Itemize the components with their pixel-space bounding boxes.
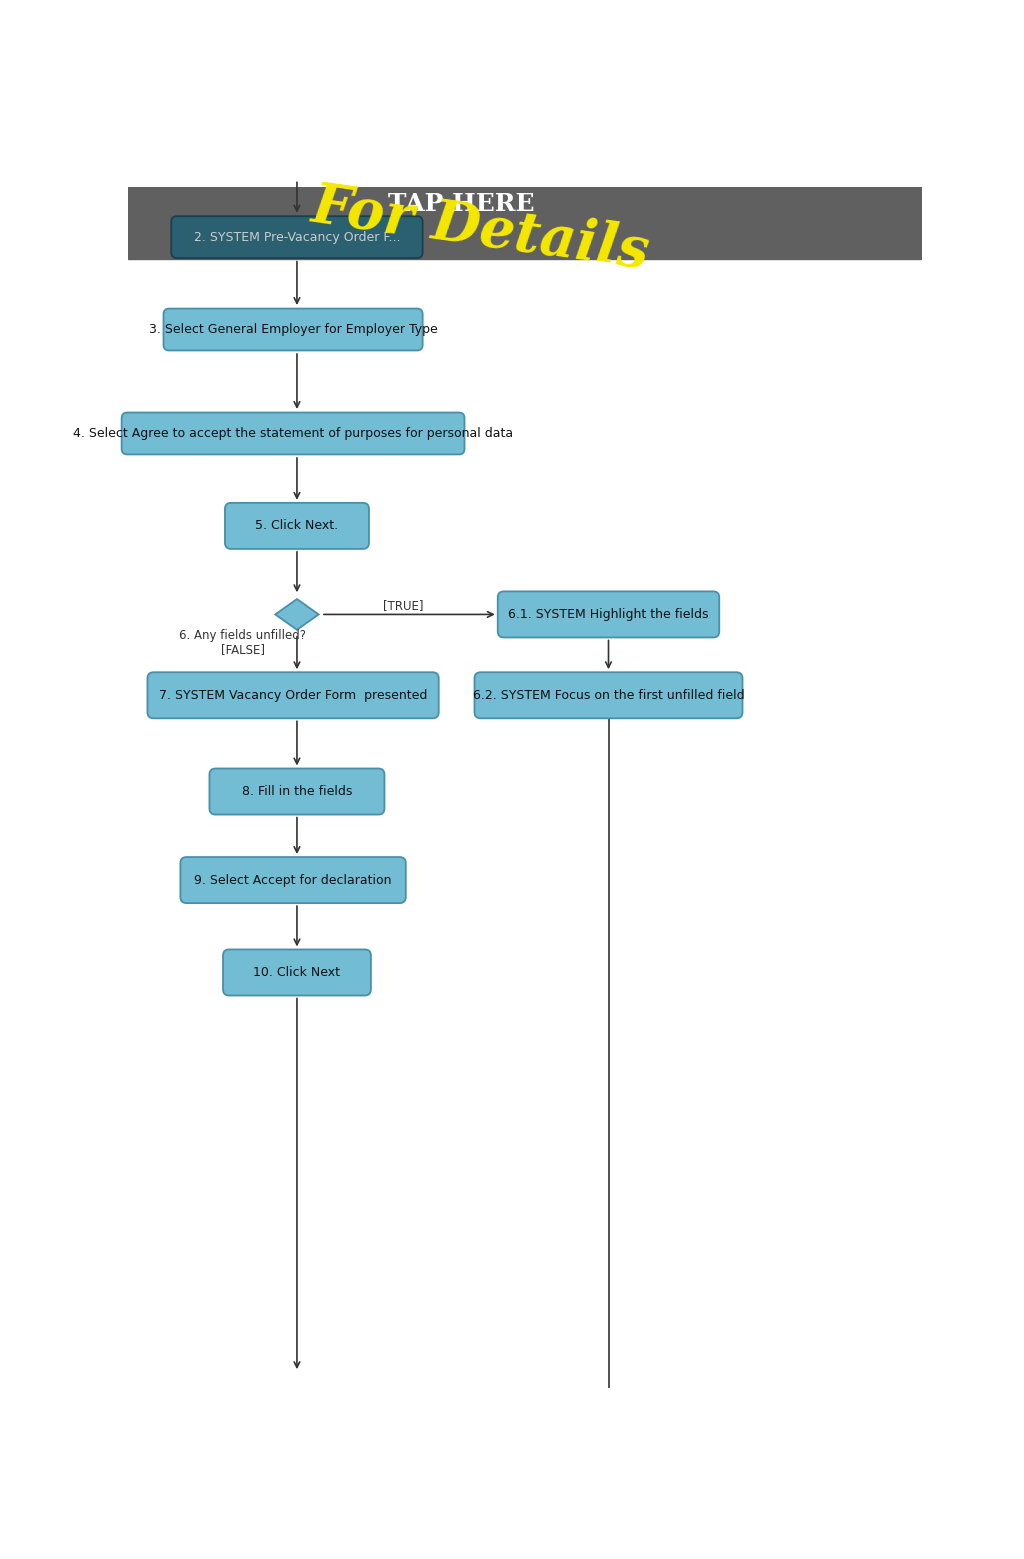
Text: 9. Select Accept for declaration: 9. Select Accept for declaration — [195, 873, 392, 887]
Text: 6.2. SYSTEM Focus on the first unfilled field: 6.2. SYSTEM Focus on the first unfilled … — [473, 689, 744, 702]
FancyBboxPatch shape — [498, 591, 719, 638]
Text: [FALSE]: [FALSE] — [221, 642, 264, 656]
FancyBboxPatch shape — [164, 309, 423, 351]
FancyBboxPatch shape — [171, 217, 423, 259]
FancyBboxPatch shape — [225, 504, 369, 549]
Text: 6. Any fields unfilled?: 6. Any fields unfilled? — [179, 628, 306, 642]
FancyBboxPatch shape — [180, 857, 406, 903]
FancyBboxPatch shape — [474, 672, 742, 719]
FancyBboxPatch shape — [223, 949, 371, 996]
FancyBboxPatch shape — [210, 769, 384, 814]
Text: 3. Select General Employer for Employer Type: 3. Select General Employer for Employer … — [148, 323, 437, 337]
Text: 10. Click Next: 10. Click Next — [254, 967, 340, 979]
FancyBboxPatch shape — [147, 672, 438, 719]
Bar — [128, 187, 922, 259]
Text: 7. SYSTEM Vacancy Order Form  presented: 7. SYSTEM Vacancy Order Form presented — [159, 689, 427, 702]
Text: 8. Fill in the fields: 8. Fill in the fields — [242, 786, 352, 798]
Polygon shape — [275, 599, 318, 630]
Text: 5. Click Next.: 5. Click Next. — [255, 519, 339, 532]
Text: [TRUE]: [TRUE] — [383, 599, 423, 611]
Text: TAP HERE: TAP HERE — [388, 192, 535, 217]
Text: For Details: For Details — [308, 178, 653, 281]
Text: 6.1. SYSTEM Highlight the fields: 6.1. SYSTEM Highlight the fields — [508, 608, 709, 620]
FancyBboxPatch shape — [122, 413, 465, 454]
Text: 2. SYSTEM Pre-Vacancy Order F...: 2. SYSTEM Pre-Vacancy Order F... — [194, 231, 400, 243]
Text: 4. Select Agree to accept the statement of purposes for personal data: 4. Select Agree to accept the statement … — [73, 427, 513, 440]
